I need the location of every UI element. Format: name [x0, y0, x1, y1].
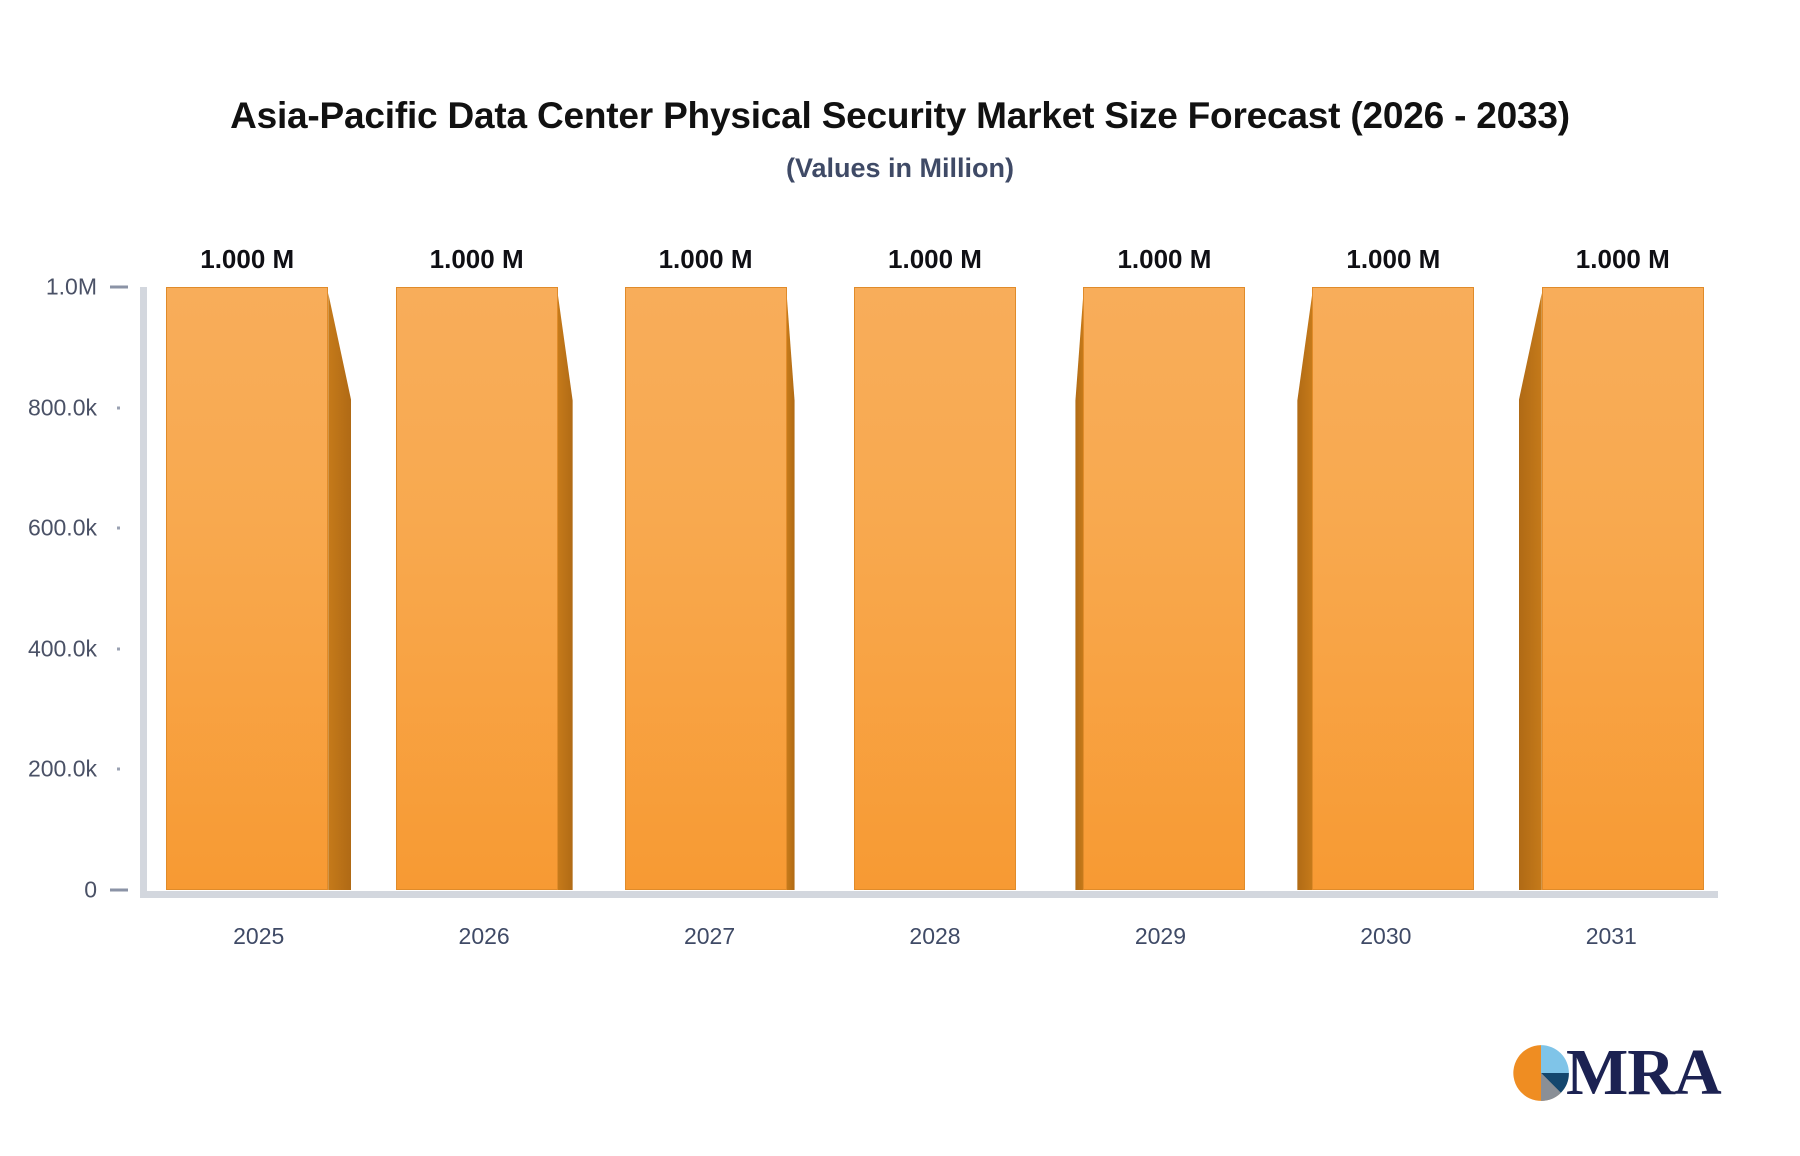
mra-logo: MRA	[1510, 1036, 1722, 1109]
bar-value-label: 1.000 M	[1117, 244, 1212, 274]
x-axis-tick-label: 2029	[1134, 923, 1186, 949]
y-axis-tick: 1.0M	[46, 274, 128, 301]
y-axis-tick: 400.0k	[28, 635, 128, 662]
bar-side-face	[786, 293, 795, 890]
bar-front-face[interactable]	[166, 287, 329, 890]
bar-value-label: 1.000 M	[888, 244, 982, 274]
x-axis-tick-label: 2030	[1360, 923, 1412, 949]
y-axis-tick-marker	[110, 647, 128, 651]
y-axis-tick-marker	[110, 888, 128, 892]
y-axis-tick-label: 0	[84, 876, 97, 903]
y-axis-tick-marker	[110, 767, 128, 771]
y-axis-tick-label: 200.0k	[27, 755, 97, 782]
bar-value-label: 1.000 M	[1346, 244, 1441, 274]
bar-front-face[interactable]	[395, 287, 558, 890]
title-block: Asia-Pacific Data Center Physical Securi…	[0, 95, 1800, 183]
bar-side-face	[1518, 293, 1542, 890]
y-axis-spine	[140, 287, 147, 897]
bar-front-face[interactable]	[854, 287, 1016, 890]
y-axis-tick-label: 400.0k	[27, 635, 97, 662]
pie-chart-logo-mark	[1513, 1045, 1569, 1101]
bar-side-face	[1075, 293, 1084, 890]
bar-side-face	[1297, 293, 1313, 890]
chart-subtitle: (Values in Million)	[785, 152, 1015, 183]
y-axis-tick: 800.0k	[28, 394, 128, 421]
x-axis-tick-label: 2031	[1585, 923, 1637, 949]
bar-value-label: 1.000 M	[429, 244, 524, 274]
chart-title: Asia-Pacific Data Center Physical Securi…	[230, 95, 1570, 136]
bar-front-face[interactable]	[1083, 287, 1246, 890]
bar-side-face	[557, 293, 573, 890]
bar-value-label: 1.000 M	[200, 244, 295, 274]
y-axis-tick: 200.0k	[28, 756, 128, 783]
bar-value-label: 1.000 M	[658, 244, 753, 274]
y-axis-tick-marker	[110, 406, 128, 410]
x-axis-spine	[140, 891, 1718, 898]
x-axis-tick-label: 2025	[233, 923, 285, 949]
logo-text: MRA	[1566, 1036, 1722, 1109]
y-axis-tick: 600.0k	[28, 515, 128, 542]
plot-area: 1.0M 800.0k 600.0k 400.0k 200.0k 0 1.000 M 1.0…	[28, 244, 1718, 949]
y-axis-tick-label: 1.0M	[45, 273, 97, 300]
y-axis-tick-marker	[110, 526, 128, 530]
x-axis-tick-label: 2026	[458, 923, 510, 949]
x-axis-tick-label: 2028	[909, 923, 961, 949]
bar-value-label: 1.000 M	[1575, 244, 1670, 274]
bar-front-face[interactable]	[1312, 287, 1475, 890]
bar-front-face[interactable]	[1541, 287, 1704, 890]
y-axis-tick-label: 600.0k	[27, 514, 97, 541]
bar-side-face	[328, 293, 352, 890]
y-axis-tick-label: 800.0k	[27, 394, 97, 421]
bar-front-face[interactable]	[624, 287, 787, 890]
y-axis-tick: 0	[84, 877, 128, 904]
x-axis-tick-label: 2027	[683, 923, 736, 949]
y-axis-tick-marker	[110, 285, 128, 289]
